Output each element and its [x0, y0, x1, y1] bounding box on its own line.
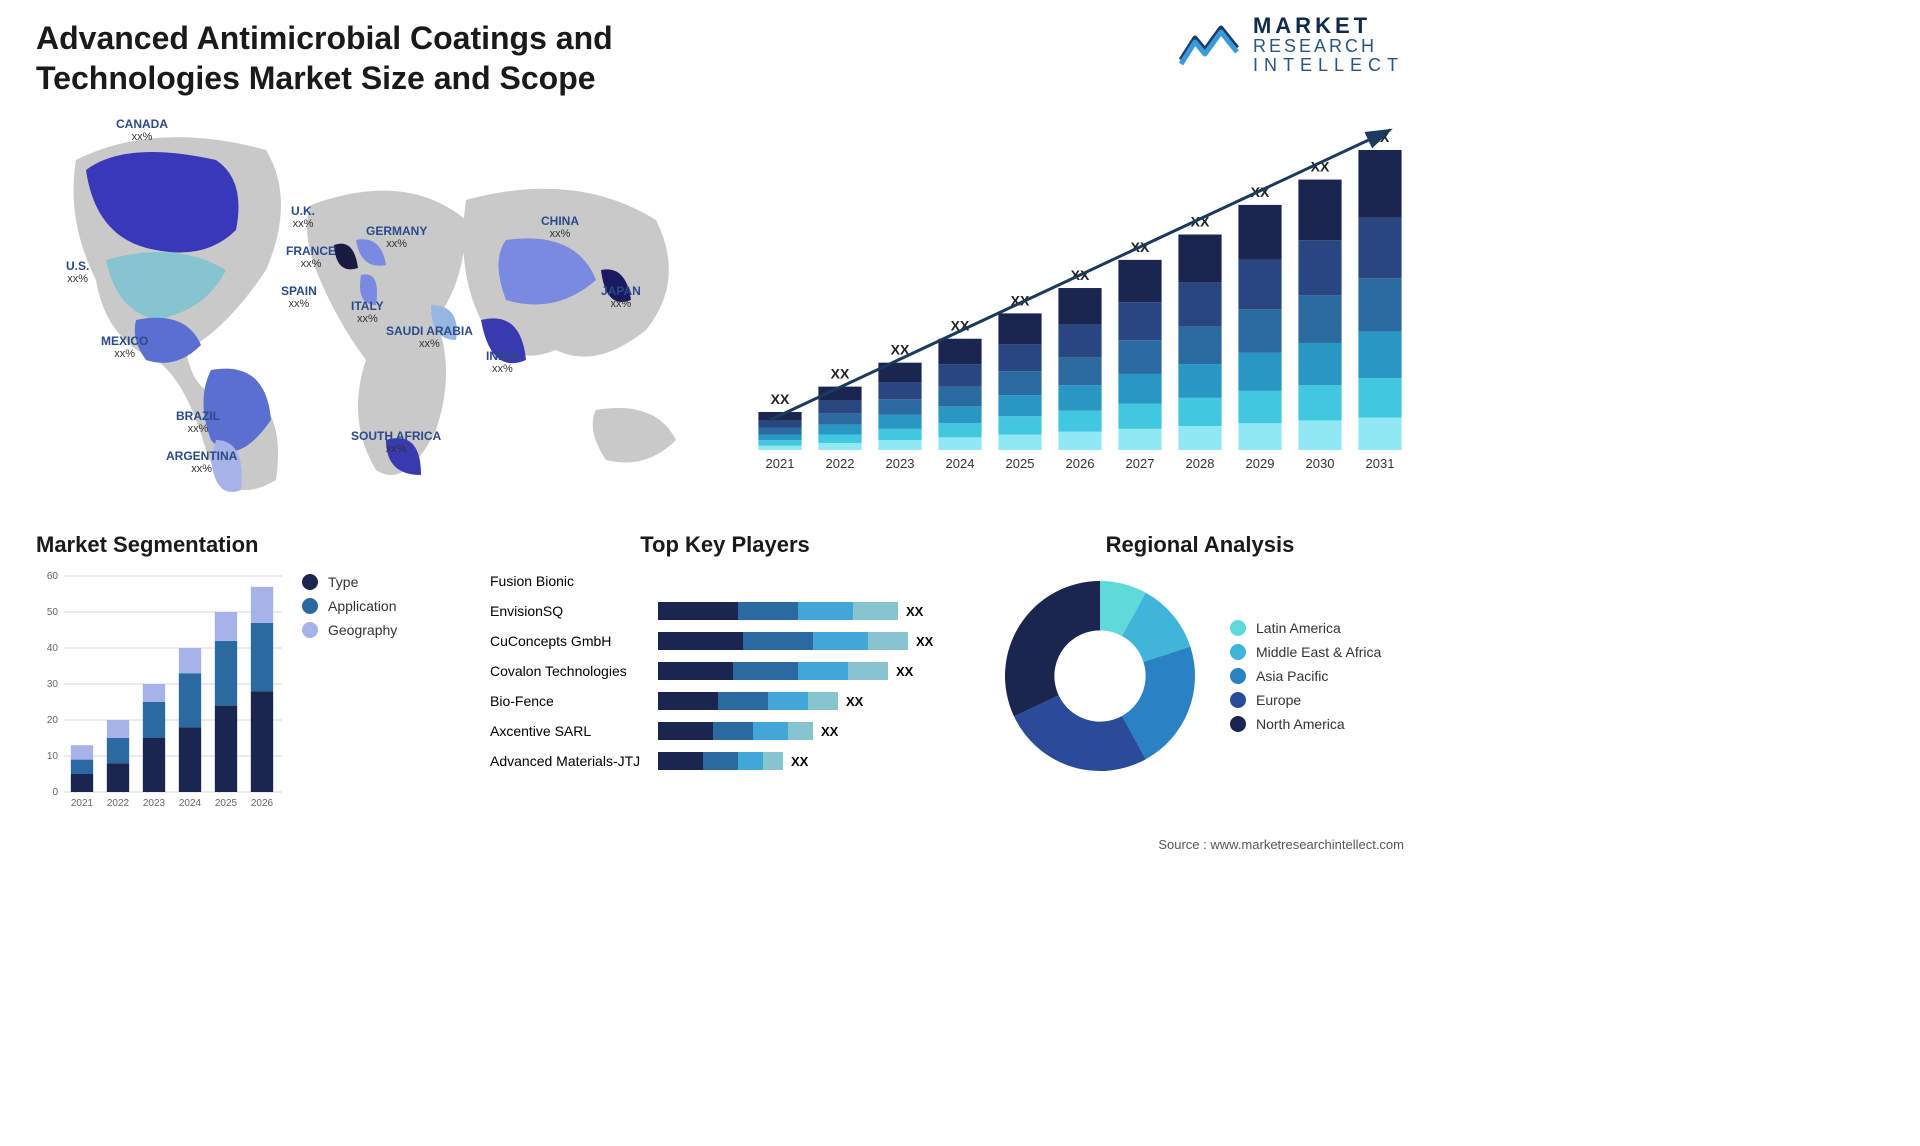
player-name: Fusion Bionic	[490, 573, 650, 589]
legend-item: Application	[302, 598, 397, 614]
logo-text-2: RESEARCH	[1253, 37, 1404, 56]
svg-text:20: 20	[47, 715, 59, 726]
regional-legend: Latin America Middle East & Africa Asia Pa…	[1230, 612, 1381, 740]
player-name: Axcentive SARL	[490, 723, 650, 739]
segmentation-title: Market Segmentation	[36, 532, 456, 558]
map-label: ITALYxx%	[351, 300, 384, 325]
map-label: SOUTH AFRICAxx%	[351, 430, 441, 455]
svg-text:2021: 2021	[71, 798, 94, 809]
player-bar	[658, 602, 898, 620]
svg-text:2028: 2028	[1186, 456, 1215, 471]
logo-text-1: MARKET	[1253, 14, 1404, 37]
map-label: GERMANYxx%	[366, 225, 427, 250]
svg-text:2024: 2024	[179, 798, 202, 809]
brand-logo: MARKET RESEARCH INTELLECT	[1177, 14, 1404, 75]
player-row: Covalon Technologies XX	[490, 656, 960, 686]
player-value: XX	[906, 604, 923, 619]
players-block: Top Key Players Fusion Bionic EnvisionSQ X…	[490, 532, 960, 822]
map-label: CANADAxx%	[116, 118, 168, 143]
map-label: ARGENTINAxx%	[166, 450, 237, 475]
player-name: EnvisionSQ	[490, 603, 650, 619]
player-name: Bio-Fence	[490, 693, 650, 709]
world-map-block: CANADAxx% U.S.xx% MEXICOxx% BRAZILxx% ARGENT…	[36, 110, 716, 510]
map-label: SPAINxx%	[281, 285, 317, 310]
player-name: Covalon Technologies	[490, 663, 650, 679]
segmentation-legend: Type Application Geography	[302, 566, 397, 816]
donut-chart	[990, 566, 1210, 786]
svg-text:50: 50	[47, 607, 59, 618]
regional-block: Regional Analysis Latin America Middle Ea…	[990, 532, 1410, 822]
map-label: MEXICOxx%	[101, 335, 148, 360]
player-value: XX	[846, 694, 863, 709]
legend-item: Geography	[302, 622, 397, 638]
main-bar-chart: XX2021XX2022XX2023XX2024XX2025XX2026XX20…	[750, 110, 1410, 480]
svg-text:10: 10	[47, 751, 59, 762]
svg-text:2024: 2024	[946, 456, 975, 471]
player-bar	[658, 632, 908, 650]
svg-text:2022: 2022	[826, 456, 855, 471]
legend-item: Latin America	[1230, 620, 1381, 636]
player-bar	[658, 722, 813, 740]
svg-text:XX: XX	[831, 366, 850, 382]
player-bar	[658, 752, 783, 770]
player-row: EnvisionSQ XX	[490, 596, 960, 626]
svg-text:40: 40	[47, 643, 59, 654]
regional-title: Regional Analysis	[990, 532, 1410, 558]
map-label: JAPANxx%	[601, 285, 641, 310]
legend-item: Middle East & Africa	[1230, 644, 1381, 660]
players-rows: Fusion BionicEnvisionSQXXCuConcepts GmbH…	[490, 566, 960, 776]
map-label: BRAZILxx%	[176, 410, 220, 435]
player-bar	[658, 692, 838, 710]
segmentation-chart: 0 10 20 30 40 50 60 2021 2022 2023 2024 2025 2026	[36, 566, 286, 816]
svg-text:60: 60	[47, 571, 59, 582]
player-row: Fusion Bionic	[490, 566, 960, 596]
svg-text:2025: 2025	[1006, 456, 1035, 471]
svg-text:2023: 2023	[143, 798, 166, 809]
svg-text:XX: XX	[771, 391, 790, 407]
player-name: Advanced Materials-JTJ	[490, 753, 650, 769]
player-row: CuConcepts GmbH XX	[490, 626, 960, 656]
player-row: Axcentive SARL XX	[490, 716, 960, 746]
map-label: FRANCExx%	[286, 245, 336, 270]
main-chart-svg: XX2021XX2022XX2023XX2024XX2025XX2026XX20…	[750, 110, 1410, 480]
legend-item: Type	[302, 574, 397, 590]
svg-text:2022: 2022	[107, 798, 130, 809]
source-text: Source : www.marketresearchintellect.com	[1158, 837, 1404, 852]
player-row: Bio-Fence XX	[490, 686, 960, 716]
svg-text:2030: 2030	[1306, 456, 1335, 471]
svg-text:2021: 2021	[766, 456, 795, 471]
map-label: CHINAxx%	[541, 215, 579, 240]
svg-text:2029: 2029	[1246, 456, 1275, 471]
players-title: Top Key Players	[490, 532, 960, 558]
map-label: SAUDI ARABIAxx%	[386, 325, 473, 350]
svg-text:2026: 2026	[251, 798, 274, 809]
map-label: U.K.xx%	[291, 205, 315, 230]
svg-text:2023: 2023	[886, 456, 915, 471]
svg-text:2027: 2027	[1126, 456, 1155, 471]
player-bar	[658, 662, 888, 680]
logo-text-3: INTELLECT	[1253, 56, 1404, 75]
player-value: XX	[821, 724, 838, 739]
svg-text:2025: 2025	[215, 798, 238, 809]
map-label: INDIAxx%	[486, 350, 519, 375]
svg-text:2031: 2031	[1366, 456, 1395, 471]
legend-item: Asia Pacific	[1230, 668, 1381, 684]
svg-text:0: 0	[52, 787, 58, 798]
player-value: XX	[896, 664, 913, 679]
segmentation-block: Market Segmentation 0 10 20 30 40 50 60 2021 202…	[36, 532, 456, 822]
logo-icon	[1177, 20, 1241, 68]
svg-text:30: 30	[47, 679, 59, 690]
page-title: Advanced Antimicrobial Coatings and Tech…	[36, 18, 816, 98]
player-row: Advanced Materials-JTJ XX	[490, 746, 960, 776]
svg-text:2026: 2026	[1066, 456, 1095, 471]
legend-item: Europe	[1230, 692, 1381, 708]
player-value: XX	[791, 754, 808, 769]
map-label: U.S.xx%	[66, 260, 89, 285]
player-value: XX	[916, 634, 933, 649]
legend-item: North America	[1230, 716, 1381, 732]
player-name: CuConcepts GmbH	[490, 633, 650, 649]
